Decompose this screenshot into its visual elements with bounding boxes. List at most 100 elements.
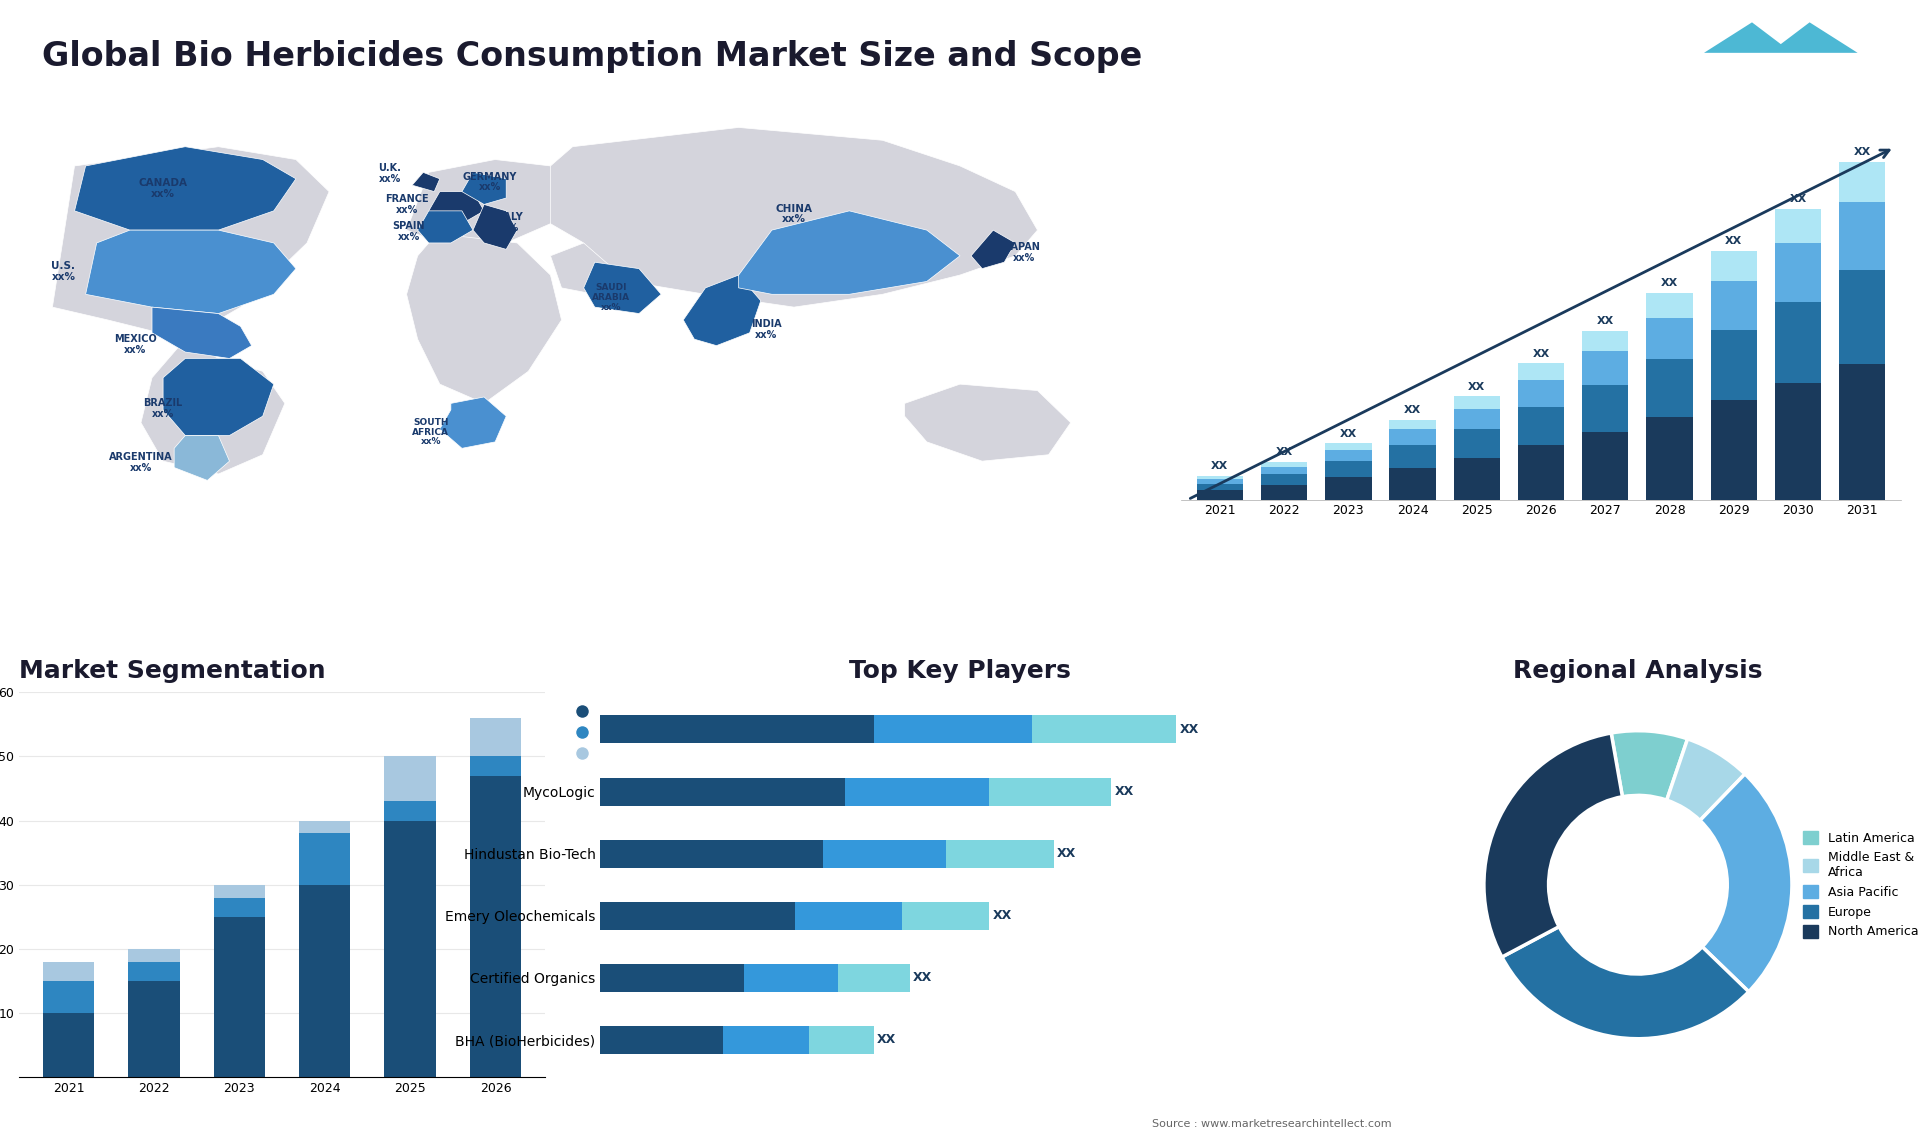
Bar	[213, 885, 265, 897]
Bar	[1453, 409, 1500, 430]
Text: SAUDI
ARABIA
xx%: SAUDI ARABIA xx%	[591, 283, 630, 312]
Bar	[947, 840, 1054, 868]
Polygon shape	[413, 172, 440, 191]
Bar	[384, 801, 436, 821]
Wedge shape	[1484, 733, 1622, 957]
Bar	[1261, 474, 1308, 485]
Bar	[837, 964, 910, 991]
Bar	[1711, 251, 1757, 281]
Bar	[300, 885, 349, 1077]
Polygon shape	[407, 159, 572, 243]
Bar	[42, 981, 94, 1013]
Bar	[1325, 462, 1371, 477]
Bar	[1774, 301, 1822, 383]
Text: BRAZIL
xx%: BRAZIL xx%	[144, 398, 182, 419]
Text: Market Segmentation: Market Segmentation	[19, 659, 326, 683]
Bar	[1325, 477, 1371, 500]
Bar	[1196, 484, 1242, 490]
Legend: Latin America, Middle East &
Africa, Asia Pacific, Europe, North America: Latin America, Middle East & Africa, Asi…	[1799, 826, 1920, 943]
Polygon shape	[551, 127, 1037, 307]
Bar	[213, 897, 265, 917]
Bar	[1839, 162, 1885, 202]
Bar	[1325, 444, 1371, 450]
Bar	[1196, 490, 1242, 500]
Bar	[1711, 330, 1757, 400]
Bar	[1196, 477, 1242, 479]
Bar	[1453, 458, 1500, 500]
Bar	[1647, 359, 1693, 417]
Text: XX: XX	[1212, 462, 1229, 471]
Bar	[1582, 330, 1628, 351]
Text: Global Bio Herbicides Consumption Market Size and Scope: Global Bio Herbicides Consumption Market…	[42, 40, 1142, 73]
Text: MEXICO
xx%: MEXICO xx%	[113, 333, 157, 355]
Polygon shape	[904, 384, 1071, 461]
Bar	[745, 964, 837, 991]
Bar	[601, 1026, 722, 1054]
Bar	[1196, 479, 1242, 484]
Bar	[470, 717, 520, 756]
Bar	[1647, 317, 1693, 359]
Polygon shape	[163, 359, 275, 435]
Bar	[470, 776, 520, 1077]
Text: ITALY
xx%: ITALY xx%	[493, 212, 522, 233]
Polygon shape	[152, 307, 252, 359]
Bar	[1711, 400, 1757, 500]
Bar	[129, 981, 180, 1077]
Text: SPAIN
xx%: SPAIN xx%	[392, 221, 424, 242]
Text: MARKET: MARKET	[1755, 70, 1807, 79]
Bar	[1519, 445, 1565, 500]
Polygon shape	[472, 204, 516, 250]
Wedge shape	[1501, 927, 1749, 1038]
Bar	[1774, 243, 1822, 301]
Bar	[902, 902, 989, 929]
Text: XX: XX	[1726, 236, 1743, 246]
Wedge shape	[1699, 774, 1791, 991]
Title: Top Key Players: Top Key Players	[849, 659, 1071, 683]
Bar	[1390, 430, 1436, 446]
Text: XX: XX	[1179, 723, 1198, 736]
Bar	[1390, 419, 1436, 430]
Bar	[1261, 466, 1308, 474]
Polygon shape	[419, 211, 472, 243]
Bar	[845, 778, 989, 806]
Text: XX: XX	[1275, 447, 1292, 457]
Text: XX: XX	[1597, 316, 1615, 325]
Polygon shape	[52, 147, 328, 339]
Polygon shape	[407, 236, 561, 403]
Text: SOUTH
AFRICA
xx%: SOUTH AFRICA xx%	[413, 418, 449, 447]
Text: RESEARCH: RESEARCH	[1747, 85, 1814, 95]
Bar	[1031, 715, 1175, 744]
Wedge shape	[1667, 739, 1745, 821]
Bar	[1839, 364, 1885, 500]
Polygon shape	[739, 211, 960, 295]
Bar	[1582, 351, 1628, 385]
Text: XX: XX	[1661, 278, 1678, 289]
Bar	[989, 778, 1112, 806]
Bar	[601, 715, 874, 744]
Text: XX: XX	[1058, 847, 1077, 861]
Bar	[1261, 485, 1308, 500]
Bar	[1582, 432, 1628, 500]
Bar	[1453, 430, 1500, 458]
Bar	[1839, 269, 1885, 364]
Polygon shape	[86, 230, 296, 314]
Polygon shape	[551, 243, 628, 295]
Bar	[300, 821, 349, 833]
Bar	[1647, 417, 1693, 500]
Text: FRANCE
xx%: FRANCE xx%	[384, 194, 428, 214]
Bar	[1390, 446, 1436, 468]
Bar	[42, 1013, 94, 1077]
Bar	[213, 917, 265, 1077]
Bar	[795, 902, 902, 929]
Polygon shape	[684, 275, 760, 346]
Bar	[1453, 397, 1500, 409]
Text: XX: XX	[1853, 147, 1870, 157]
Text: XX: XX	[1469, 382, 1486, 392]
Bar	[1774, 209, 1822, 243]
Text: XX: XX	[1340, 429, 1357, 439]
Bar	[1711, 281, 1757, 330]
Polygon shape	[440, 397, 507, 448]
Text: XX: XX	[914, 972, 933, 984]
Polygon shape	[463, 172, 507, 204]
Bar	[129, 961, 180, 981]
